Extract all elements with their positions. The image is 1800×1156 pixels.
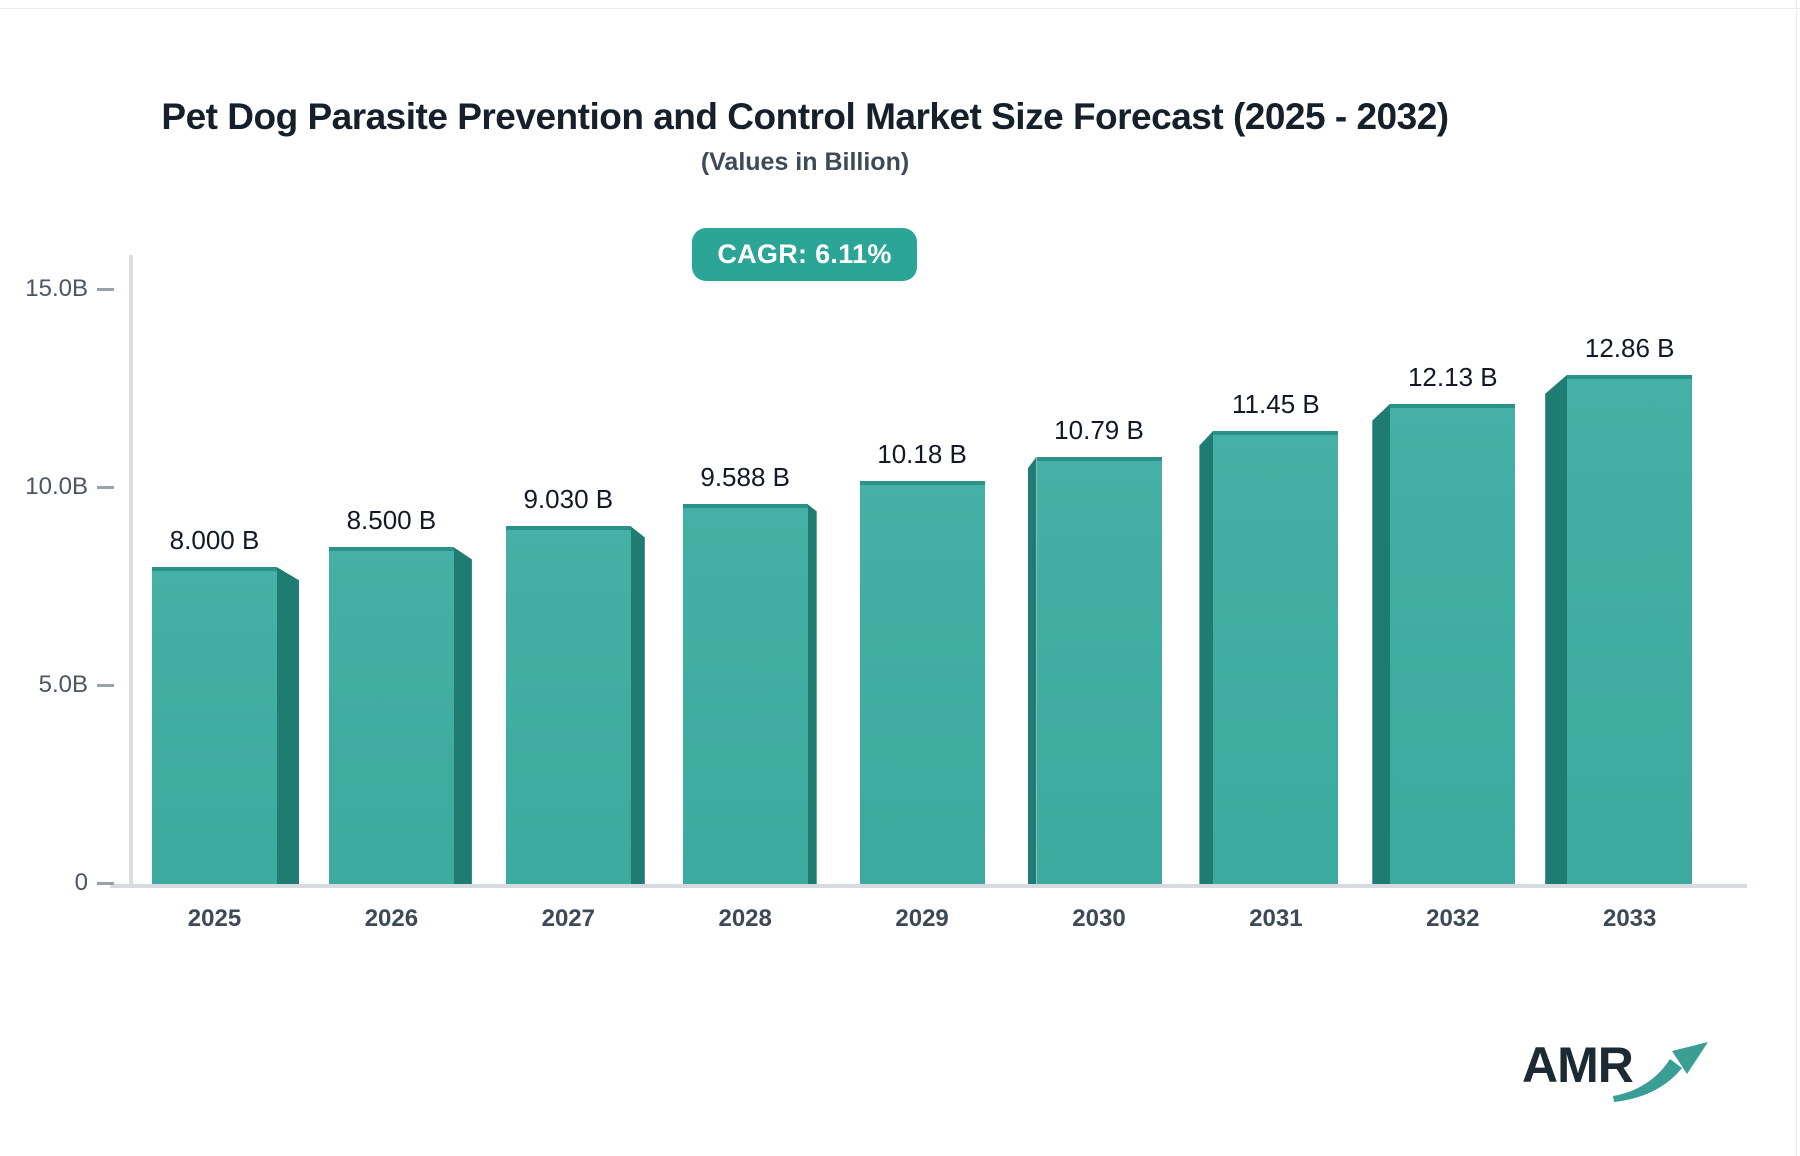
bar-side [1372,403,1391,884]
bar-2030 [1027,456,1162,884]
x-axis-label-2029: 2029 [895,905,949,932]
bar-side [630,526,645,884]
y-axis-tick-mark [97,288,114,291]
y-axis-tick-mark [97,486,114,489]
x-axis-label-2032: 2032 [1426,905,1480,932]
y-axis-tick-label: 5.0B [38,671,88,698]
bar-value-label: 11.45 B [1232,388,1320,419]
bar-side [807,504,817,884]
x-axis-label-2030: 2030 [1072,905,1126,932]
bar-value-label: 8.500 B [346,505,437,536]
y-axis-tick-label: 0 [74,869,88,896]
bar-face [328,547,454,884]
x-axis-label-2025: 2025 [187,905,242,932]
bar-face [1390,403,1516,884]
bar-value-label: 12.13 B [1407,361,1498,392]
bar-2031 [1199,430,1339,884]
bar-2025 [152,567,299,884]
page-right-border [1796,0,1797,1156]
bar-face [1567,374,1693,884]
bar-face [152,567,277,884]
bar-face [859,480,985,884]
y-axis-tick-label: 10.0B [25,473,88,500]
bar-value-label: 12.86 B [1584,332,1675,363]
amr-logo: AMR [1522,1036,1722,1116]
y-axis-tick-mark [97,684,114,687]
bar-side [277,567,299,884]
bar-side [453,547,472,884]
bar-value-label: 10.79 B [1054,414,1144,445]
bar-face [1036,456,1162,884]
x-axis-label-2026: 2026 [364,905,419,932]
x-axis-line [110,884,1747,888]
bar-2033 [1545,374,1693,884]
bar-2027 [505,526,645,884]
bar-face [505,526,631,884]
bar-value-label: 10.18 B [877,438,967,469]
trend-up-arrow-icon [1613,1042,1708,1102]
bar-value-label: 9.030 B [523,484,614,515]
x-axis-label-2027: 2027 [541,905,595,932]
bar-2032 [1372,403,1516,884]
bar-2028 [682,504,817,884]
page-top-border [0,8,1800,9]
chart-title: Pet Dog Parasite Prevention and Control … [161,96,1449,137]
bar-value-label: 9.588 B [700,462,790,493]
bar-side [1199,430,1214,884]
bar-face [682,504,808,884]
y-axis-tick-label: 15.0B [25,275,88,302]
bar-2026 [328,547,472,884]
x-axis-label-2031: 2031 [1249,905,1303,932]
y-axis-tick-mark [97,882,114,885]
bar-side [1027,456,1037,884]
bar-face [1213,430,1339,884]
bar-value-label: 8.000 B [169,525,260,556]
cagr-badge: CAGR: 6.11% [692,228,917,281]
x-axis-label-2028: 2028 [718,905,772,932]
amr-logo-text: AMR [1522,1037,1634,1093]
bar-2029 [859,480,985,884]
y-axis-line [129,255,133,887]
x-axis-label-2033: 2033 [1602,905,1657,932]
chart-subtitle: (Values in Billion) [700,148,910,176]
bar-side [1545,374,1568,884]
